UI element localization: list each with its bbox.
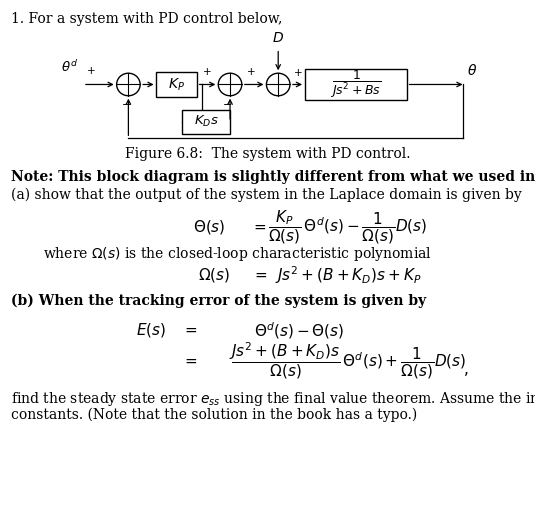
Text: $\Omega(s)$: $\Omega(s)$ xyxy=(198,266,230,284)
Text: $=$: $=$ xyxy=(253,268,269,282)
Text: $\theta$: $\theta$ xyxy=(467,63,477,78)
Text: 1. For a system with PD control below,: 1. For a system with PD control below, xyxy=(11,12,282,26)
Text: $+$: $+$ xyxy=(202,66,211,77)
Text: $D$: $D$ xyxy=(272,31,284,45)
Text: $K_D s$: $K_D s$ xyxy=(194,114,218,130)
Circle shape xyxy=(117,73,140,96)
Text: (a) show that the output of the system in the Laplace domain is given by: (a) show that the output of the system i… xyxy=(11,187,522,202)
Text: $\dfrac{Js^2 + (B + K_D)s}{\Omega(s)}\,\Theta^d(s) + \dfrac{1}{\Omega(s)}D(s)$: $\dfrac{Js^2 + (B + K_D)s}{\Omega(s)}\,\… xyxy=(229,340,467,381)
Text: $+$: $+$ xyxy=(86,66,95,76)
Text: $\dfrac{1}{Js^2 + Bs}$: $\dfrac{1}{Js^2 + Bs}$ xyxy=(330,69,381,100)
Text: $,$: $,$ xyxy=(463,364,468,378)
Text: $K_P$: $K_P$ xyxy=(168,76,185,93)
Text: $Js^2 + (B + K_D)s + K_P$: $Js^2 + (B + K_D)s + K_P$ xyxy=(274,264,421,286)
Circle shape xyxy=(218,73,242,96)
Bar xyxy=(157,72,197,97)
Text: $+$: $+$ xyxy=(246,66,256,77)
Text: $\theta^d$: $\theta^d$ xyxy=(60,59,78,75)
Text: $\Theta(s)$: $\Theta(s)$ xyxy=(193,218,225,236)
Text: $\Theta^d(s) - \Theta(s)$: $\Theta^d(s) - \Theta(s)$ xyxy=(254,320,345,340)
Text: $=$: $=$ xyxy=(182,323,198,337)
Bar xyxy=(305,69,407,100)
Text: where $\Omega(s)$ is the closed-loop characteristic polynomial: where $\Omega(s)$ is the closed-loop cha… xyxy=(43,245,432,264)
Text: Note: This block diagram is slightly different from what we used in class.: Note: This block diagram is slightly dif… xyxy=(11,169,535,184)
Text: Figure 6.8:  The system with PD control.: Figure 6.8: The system with PD control. xyxy=(125,146,410,161)
Bar xyxy=(182,110,230,134)
Text: find the steady state error $e_{ss}$ using the final value theorem. Assume the i: find the steady state error $e_{ss}$ usi… xyxy=(11,390,535,409)
Text: $=$: $=$ xyxy=(251,220,268,234)
Text: $-$: $-$ xyxy=(121,98,131,108)
Text: (b) When the tracking error of the system is given by: (b) When the tracking error of the syste… xyxy=(11,293,426,308)
Text: $\dfrac{K_P}{\Omega(s)}\,\Theta^d(s) - \dfrac{1}{\Omega(s)}D(s)$: $\dfrac{K_P}{\Omega(s)}\,\Theta^d(s) - \… xyxy=(268,208,427,246)
Text: $=$: $=$ xyxy=(182,354,198,368)
Circle shape xyxy=(266,73,290,96)
Text: $+$: $+$ xyxy=(293,68,302,78)
Text: constants. (Note that the solution in the book has a typo.): constants. (Note that the solution in th… xyxy=(11,408,417,422)
Text: $-$: $-$ xyxy=(223,98,232,108)
Text: $E(s)$: $E(s)$ xyxy=(136,321,166,339)
